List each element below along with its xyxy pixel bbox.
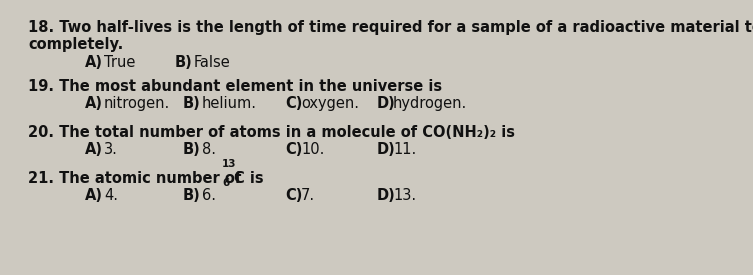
Text: nitrogen.: nitrogen.	[104, 96, 170, 111]
Text: 3.: 3.	[104, 142, 118, 157]
Text: B): B)	[183, 96, 201, 111]
Text: hydrogen.: hydrogen.	[393, 96, 468, 111]
Text: B): B)	[183, 142, 201, 157]
Text: D): D)	[377, 142, 396, 157]
Text: 20. The total number of atoms in a molecule of CO(NH₂)₂ is: 20. The total number of atoms in a molec…	[28, 125, 515, 140]
Text: C is: C is	[234, 171, 264, 186]
Text: False: False	[194, 55, 230, 70]
Text: completely.: completely.	[28, 37, 123, 52]
Text: 4.: 4.	[104, 188, 118, 203]
Text: 6: 6	[222, 178, 229, 188]
Text: 21. The atomic number of: 21. The atomic number of	[28, 171, 246, 186]
Text: 11.: 11.	[393, 142, 416, 157]
Text: oxygen.: oxygen.	[301, 96, 359, 111]
Text: 10.: 10.	[301, 142, 325, 157]
Text: 13.: 13.	[393, 188, 416, 203]
Text: 13: 13	[222, 159, 236, 169]
Text: B): B)	[183, 188, 201, 203]
Text: 7.: 7.	[301, 188, 315, 203]
Text: A): A)	[85, 96, 103, 111]
Text: 18. Two half-lives is the length of time required for a sample of a radioactive : 18. Two half-lives is the length of time…	[28, 20, 753, 35]
Text: A): A)	[85, 55, 103, 70]
Text: True: True	[104, 55, 136, 70]
Text: 8.: 8.	[202, 142, 216, 157]
Text: C): C)	[285, 142, 303, 157]
Text: C): C)	[285, 96, 303, 111]
Text: A): A)	[85, 188, 103, 203]
Text: D): D)	[377, 188, 396, 203]
Text: B): B)	[175, 55, 193, 70]
Text: C): C)	[285, 188, 303, 203]
Text: helium.: helium.	[202, 96, 257, 111]
Text: 19. The most abundant element in the universe is: 19. The most abundant element in the uni…	[28, 79, 442, 94]
Text: D): D)	[377, 96, 396, 111]
Text: A): A)	[85, 142, 103, 157]
Text: 6.: 6.	[202, 188, 216, 203]
